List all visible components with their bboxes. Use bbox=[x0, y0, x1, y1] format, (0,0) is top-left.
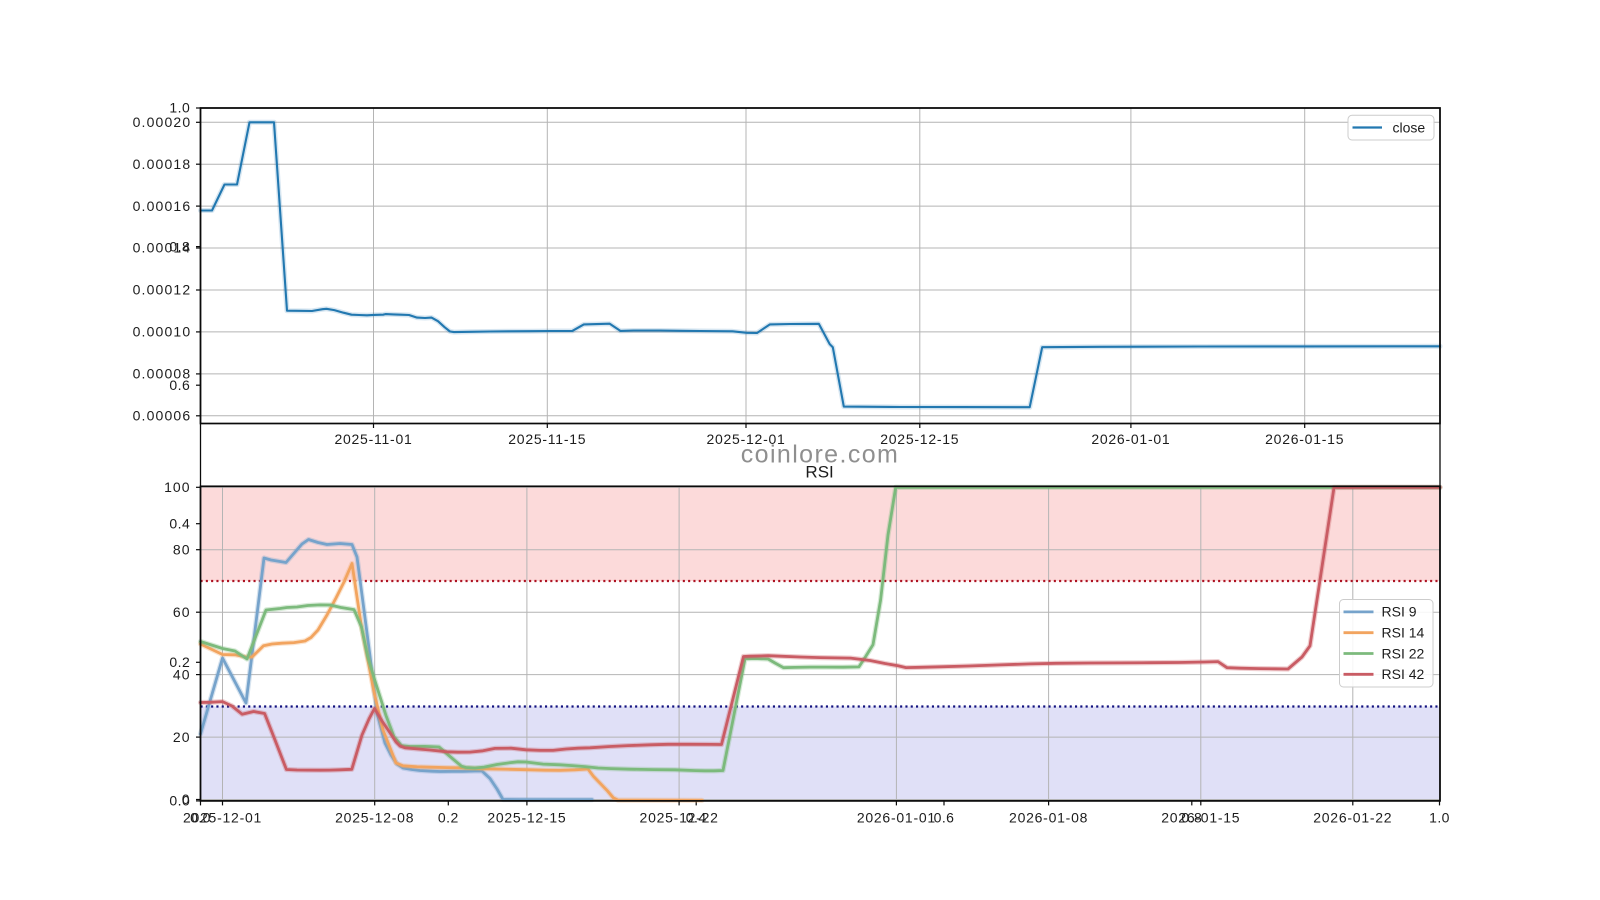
svg-text:1.0: 1.0 bbox=[1429, 809, 1450, 825]
svg-text:80: 80 bbox=[173, 541, 191, 557]
svg-text:0.8: 0.8 bbox=[1181, 809, 1202, 825]
svg-text:0.6: 0.6 bbox=[169, 377, 190, 393]
svg-text:coinlore.com: coinlore.com bbox=[741, 441, 900, 469]
svg-text:RSI 42: RSI 42 bbox=[1382, 666, 1425, 682]
svg-text:0.2: 0.2 bbox=[169, 654, 190, 670]
svg-text:100: 100 bbox=[164, 479, 190, 495]
svg-text:0.0: 0.0 bbox=[190, 809, 211, 825]
svg-text:RSI: RSI bbox=[805, 463, 833, 482]
svg-text:2025-12-01: 2025-12-01 bbox=[183, 809, 262, 825]
svg-text:0.8: 0.8 bbox=[169, 238, 190, 254]
svg-text:2025-12-15: 2025-12-15 bbox=[880, 431, 959, 447]
svg-text:1.0: 1.0 bbox=[169, 100, 190, 116]
svg-text:0.2: 0.2 bbox=[438, 809, 459, 825]
svg-text:0.0: 0.0 bbox=[169, 793, 190, 809]
svg-text:0.00020: 0.00020 bbox=[133, 114, 192, 130]
svg-text:0.00010: 0.00010 bbox=[133, 324, 192, 340]
svg-text:0.00012: 0.00012 bbox=[133, 282, 192, 298]
svg-text:0.00016: 0.00016 bbox=[133, 198, 192, 214]
svg-text:2025-12-15: 2025-12-15 bbox=[487, 809, 566, 825]
svg-text:2026-01-01: 2026-01-01 bbox=[857, 809, 936, 825]
svg-text:2026-01-15: 2026-01-15 bbox=[1265, 431, 1344, 447]
svg-text:60: 60 bbox=[173, 604, 191, 620]
svg-text:20: 20 bbox=[173, 729, 191, 745]
svg-text:0: 0 bbox=[182, 791, 191, 807]
svg-text:2026-01-22: 2026-01-22 bbox=[1313, 809, 1392, 825]
svg-text:0.00018: 0.00018 bbox=[133, 156, 192, 172]
svg-text:RSI 9: RSI 9 bbox=[1382, 604, 1417, 620]
svg-text:2025-12-08: 2025-12-08 bbox=[335, 809, 414, 825]
svg-text:0.4: 0.4 bbox=[686, 809, 707, 825]
svg-text:RSI 22: RSI 22 bbox=[1382, 645, 1425, 661]
svg-text:0.00014: 0.00014 bbox=[133, 240, 192, 256]
svg-text:2025-11-15: 2025-11-15 bbox=[508, 431, 586, 447]
svg-text:40: 40 bbox=[173, 666, 191, 682]
svg-text:2026-01-01: 2026-01-01 bbox=[1091, 431, 1170, 447]
svg-text:2025-11-01: 2025-11-01 bbox=[334, 431, 412, 447]
svg-text:0.6: 0.6 bbox=[934, 809, 955, 825]
svg-text:RSI 14: RSI 14 bbox=[1382, 625, 1425, 641]
svg-text:0.00006: 0.00006 bbox=[133, 408, 192, 424]
svg-text:2026-01-15: 2026-01-15 bbox=[1161, 809, 1240, 825]
svg-text:0.4: 0.4 bbox=[169, 515, 190, 531]
svg-text:2025-12-22: 2025-12-22 bbox=[640, 809, 719, 825]
svg-text:2025-12-01: 2025-12-01 bbox=[706, 431, 785, 447]
svg-text:2026-01-08: 2026-01-08 bbox=[1009, 809, 1088, 825]
svg-text:close: close bbox=[1393, 119, 1426, 135]
svg-text:0.00008: 0.00008 bbox=[133, 366, 192, 382]
